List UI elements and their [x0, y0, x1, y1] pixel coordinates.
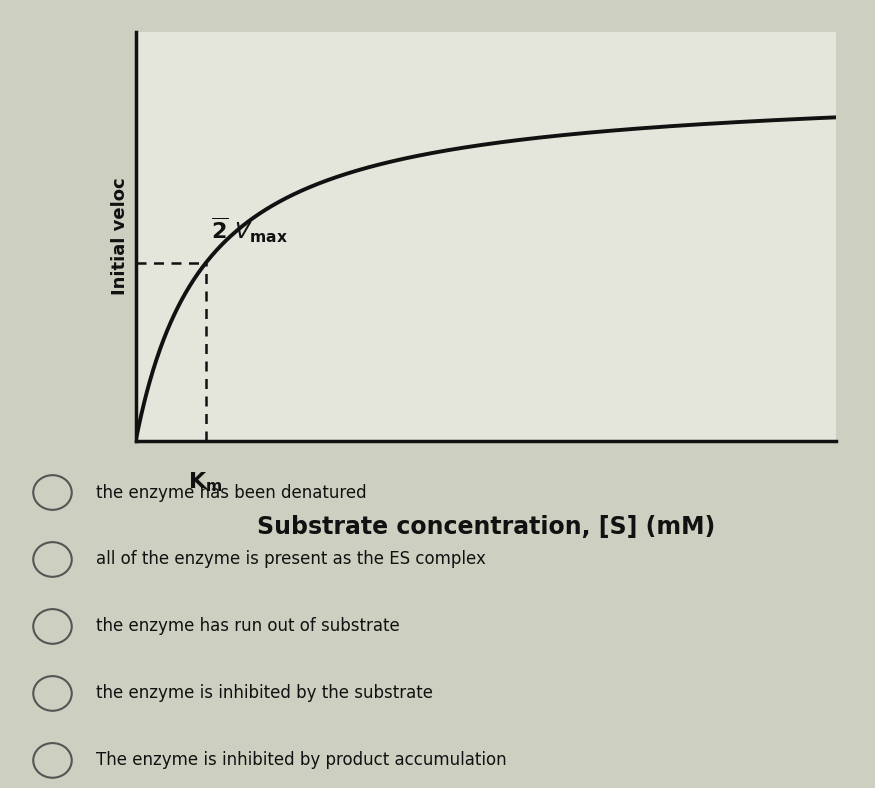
Y-axis label: Initial veloc: Initial veloc	[110, 177, 129, 296]
Text: the enzyme has been denatured: the enzyme has been denatured	[96, 484, 367, 501]
Text: The enzyme is inhibited by product accumulation: The enzyme is inhibited by product accum…	[96, 752, 507, 769]
Text: $\mathregular{\overline{2}}$ $V_{\mathbf{max}}$: $\mathregular{\overline{2}}$ $V_{\mathbf…	[212, 216, 289, 245]
Text: the enzyme has run out of substrate: the enzyme has run out of substrate	[96, 618, 400, 635]
Text: the enzyme is inhibited by the substrate: the enzyme is inhibited by the substrate	[96, 685, 433, 702]
Text: Substrate concentration, [S] (mM): Substrate concentration, [S] (mM)	[256, 515, 715, 539]
Text: $\mathbf{K_m}$: $\mathbf{K_m}$	[188, 470, 223, 493]
Text: all of the enzyme is present as the ES complex: all of the enzyme is present as the ES c…	[96, 551, 487, 568]
